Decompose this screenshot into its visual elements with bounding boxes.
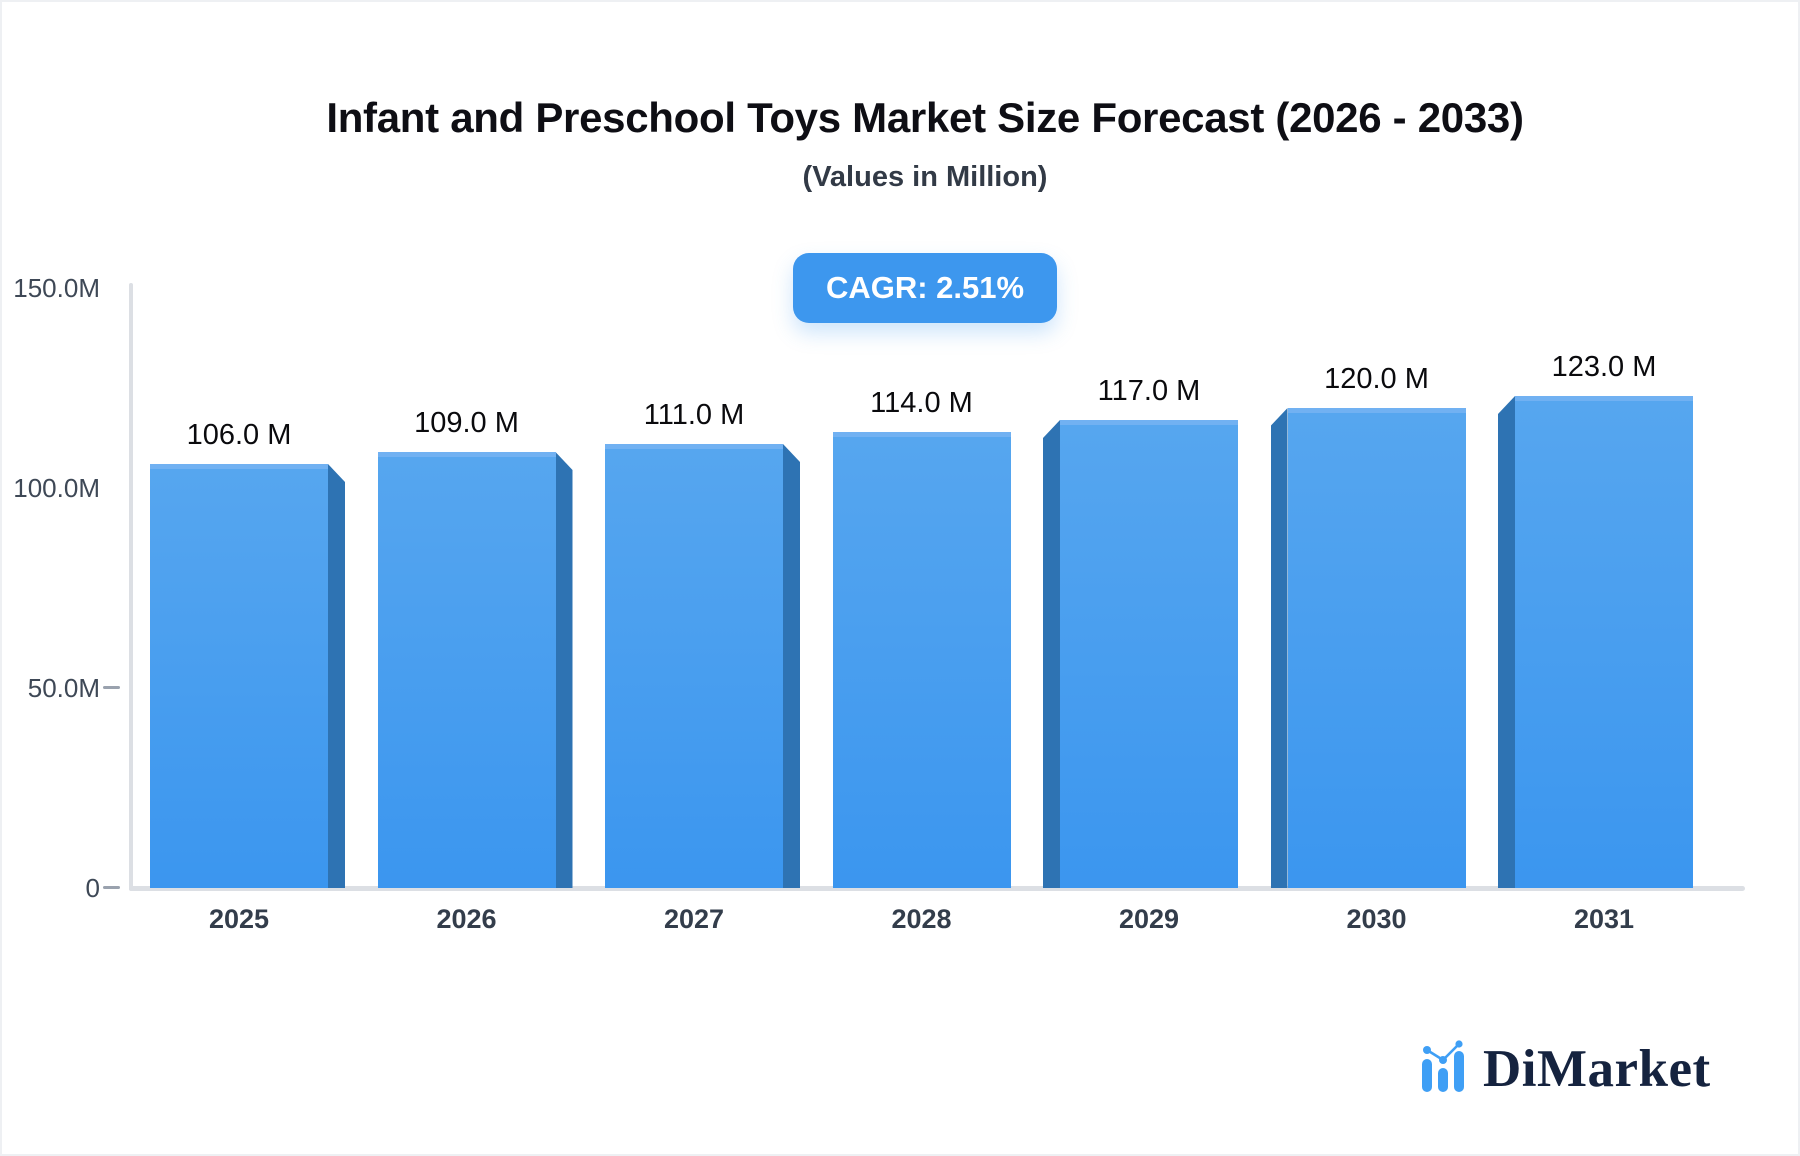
y-axis-tick-label-0: 0 (85, 873, 100, 903)
bar-side-2025 (328, 464, 345, 888)
cagr-badge-label: CAGR: 2.51% (825, 270, 1025, 305)
x-axis-label-2026: 2026 (436, 904, 497, 934)
chart-plot: 150.0M 100.0M 50.0M 0 106.0 M 2025 109.0 M 2026… (13, 273, 1745, 934)
bar-value-label-2030: 120.0 M (1324, 363, 1429, 395)
bar-chart-logo-icon (1422, 1040, 1464, 1092)
y-axis-tick-label-150.0M: 150.0M (13, 273, 100, 303)
x-axis-label-2028: 2028 (891, 904, 952, 934)
bar-2026[interactable] (377, 452, 556, 888)
y-axis-tick-label-50.0M: 50.0M (27, 673, 100, 703)
logo-dots (1423, 1040, 1463, 1064)
y-axis-tick-label-100.0M: 100.0M (13, 473, 100, 503)
x-axis-label-2031: 2031 (1573, 904, 1635, 934)
bar-side-2030 (1270, 408, 1288, 888)
bar-2027[interactable] (605, 444, 783, 888)
bar-2025[interactable] (150, 464, 328, 888)
y-axis-line (129, 283, 133, 891)
x-axis-label-2029: 2029 (1118, 904, 1180, 934)
dimarket-logo-text: DiMarket (1483, 1040, 1711, 1099)
bar-2030[interactable] (1287, 408, 1466, 888)
bar-side-2026 (555, 452, 573, 888)
bar-2031[interactable] (1515, 396, 1693, 888)
x-axis-label-2025: 2025 (208, 904, 270, 934)
x-axis-label-2030: 2030 (1346, 904, 1407, 934)
bar-value-label-2031: 123.0 M (1551, 351, 1657, 383)
bar-value-label-2028: 114.0 M (870, 387, 973, 419)
bar-value-label-2026: 109.0 M (414, 407, 519, 439)
bar-value-label-2027: 111.0 M (643, 399, 745, 431)
bar-side-2031 (1498, 396, 1515, 888)
x-axis-line (129, 886, 1745, 891)
y-axis-tick-mark (103, 886, 120, 889)
bar-2029[interactable] (1060, 420, 1238, 888)
bar-2028[interactable] (832, 432, 1011, 888)
x-axis-label-2027: 2027 (663, 904, 725, 934)
dimarket-logo: DiMarket (1414, 1040, 1711, 1099)
bar-value-label-2025: 106.0 M (186, 419, 292, 451)
y-axis-tick-mark (103, 686, 120, 689)
chart-title: Infant and Preschool Toys Market Size Fo… (326, 94, 1524, 141)
bar-value-label-2029: 117.0 M (1097, 375, 1201, 407)
logo-bars (1422, 1051, 1464, 1092)
chart-subtitle: (Values in Million) (802, 161, 1048, 193)
cagr-badge: CAGR: 2.51% (793, 253, 1057, 323)
bar-side-2027 (783, 444, 800, 888)
bar-side-2029 (1043, 420, 1060, 888)
